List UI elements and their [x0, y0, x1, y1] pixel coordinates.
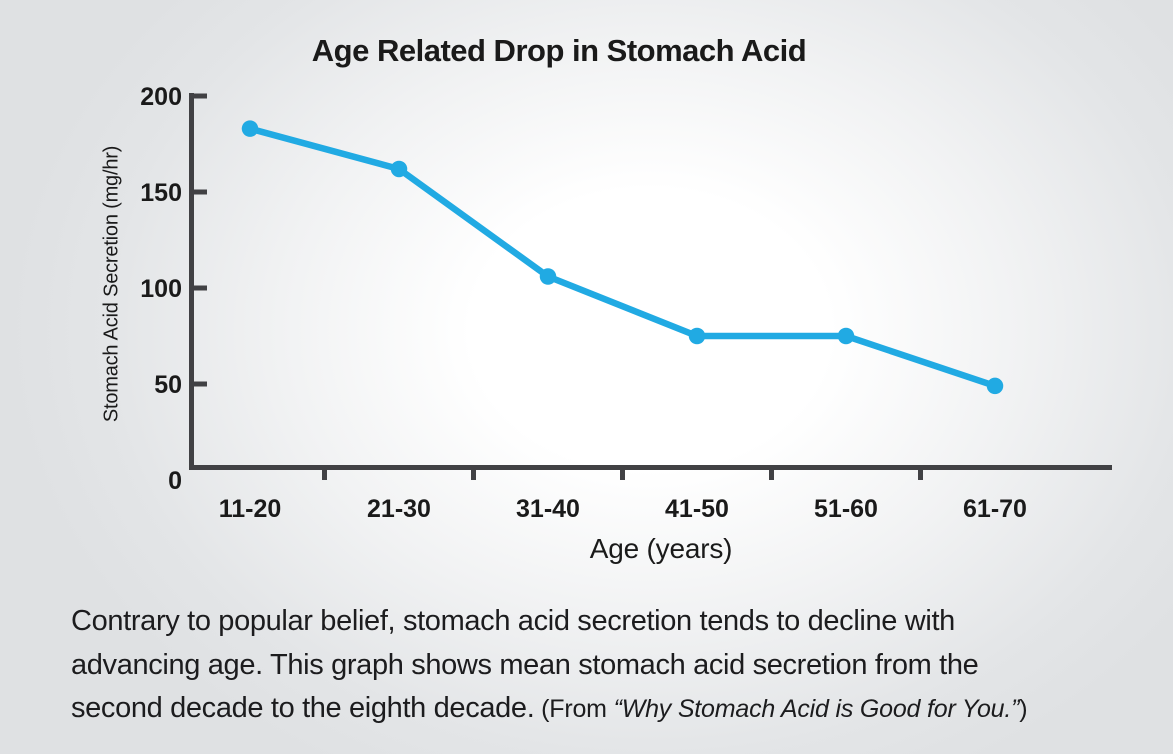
caption-line-2: advancing age. This graph shows mean sto… — [71, 648, 979, 681]
data-point — [986, 377, 1004, 395]
line-chart: 0 50 100 150 200 11-20 21-30 31-40 41-50 51-60 61-… — [140, 83, 1112, 523]
data-point — [241, 120, 259, 137]
caption-source-suffix: ) — [1019, 695, 1028, 723]
x-axis-label: Age (years) — [589, 533, 733, 564]
y-tick-label: 100 — [140, 275, 182, 303]
x-category-label: 31-40 — [516, 495, 580, 523]
y-tick-label: 150 — [140, 179, 182, 207]
x-category-label: 21-30 — [367, 495, 431, 523]
y-axis-label: Stomach Acid Secretion (mg/hr) — [100, 145, 123, 423]
chart-title: Age Related Drop in Stomach Acid — [311, 33, 807, 68]
y-tick-label: 200 — [140, 83, 182, 111]
y-tick-label: 0 — [168, 467, 182, 495]
caption-line-1: Contrary to popular belief, stomach acid… — [71, 605, 955, 637]
figure-caption: Contrary to popular belief, stomach acid… — [71, 600, 1028, 732]
caption-source-prefix: (From — [534, 695, 614, 723]
caption-source-title: “Why Stomach Acid is Good for You.” — [613, 695, 1020, 723]
x-category-label: 11-20 — [219, 495, 282, 523]
caption-line-3-text: second decade to the eighth decade. — [71, 692, 535, 724]
x-category-label: 51-60 — [814, 495, 878, 523]
data-point — [837, 327, 855, 345]
data-point — [539, 268, 557, 285]
data-point — [390, 160, 408, 178]
data-point — [688, 327, 706, 345]
caption-line-3: second decade to the eighth decade. (Fro… — [71, 687, 1028, 732]
x-category-label: 41-50 — [665, 495, 729, 523]
x-category-label: 61-70 — [963, 495, 1027, 523]
data-line — [246, 125, 999, 390]
axes — [189, 93, 1112, 470]
y-tick-label: 50 — [154, 371, 182, 399]
